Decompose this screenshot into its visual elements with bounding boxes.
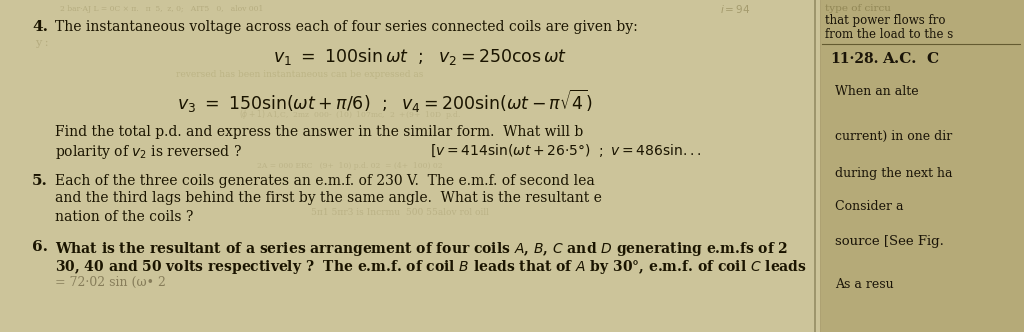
Text: Each of the three coils generates an e.m.f. of 230 V.  The e.m.f. of second lea: Each of the three coils generates an e.m… [55,174,595,188]
Text: $v_1\ =\ 100\sin\omega t\ \ ;\ \ v_2{=}250\cos\omega t$: $v_1\ =\ 100\sin\omega t\ \ ;\ \ v_2{=}2… [273,46,567,67]
Text: 2A = 000 ERC   (9+  10) p.d. 02  = (4+  100) 02: 2A = 000 ERC (9+ 10) p.d. 02 = (4+ 100) … [257,162,442,170]
Text: 30, 40 and 50 volts respectively ?  The e.m.f. of coil $B$ leads that of $A$ by : 30, 40 and 50 volts respectively ? The e… [55,258,807,276]
Text: $i = 94$: $i = 94$ [720,3,751,15]
Text: nation of the coils ?: nation of the coils ? [55,210,194,224]
Text: $v_3\ =\ 150\sin(\omega t+\pi/6)\ \ ;\ \ v_4{=}200\sin(\omega t-\pi\sqrt{4})$: $v_3\ =\ 150\sin(\omega t+\pi/6)\ \ ;\ \… [177,88,593,115]
Text: What is the resultant of a series arrangement of four coils $A$, $B$, $C$ and $D: What is the resultant of a series arrang… [55,240,788,258]
Text: polarity of $v_2$ is reversed ?: polarity of $v_2$ is reversed ? [55,143,242,161]
Text: 2 bar·AJ L = 0C × π.   π  5,  z, 0;   AIT5   0,   alov 001: 2 bar·AJ L = 0C × π. π 5, z, 0; AIT5 0, … [60,5,263,13]
Text: When an alte: When an alte [835,85,919,98]
Text: during the next ha: during the next ha [835,167,952,180]
Text: 5.: 5. [32,174,48,188]
Text: $(\phi+1)$ A1,C,  2mz  000-  (10)  107mc,  2  +(9+  10D  p.d.: $(\phi+1)$ A1,C, 2mz 000- (10) 107mc, 2 … [239,108,461,121]
Text: $[v = 414\sin(\omega t+26{\cdot}5°)$  $;\ v{=}486\sin...$: $[v = 414\sin(\omega t+26{\cdot}5°)$ $;\… [430,143,701,159]
Text: from the load to the s: from the load to the s [825,28,953,41]
Bar [820,0,1024,332]
Text: 11·28.: 11·28. [830,52,879,66]
Text: Consider a: Consider a [835,200,903,213]
Text: y :: y : [35,38,48,48]
Text: 5π1 5πr3 is Incrmu  500 55alov rol oill: 5π1 5πr3 is Incrmu 500 55alov rol oill [311,208,488,217]
Text: that power flows fro: that power flows fro [825,14,945,27]
Text: current) in one dir: current) in one dir [835,130,952,143]
Text: 4.: 4. [32,20,48,34]
Text: A.C.  C: A.C. C [882,52,939,66]
Text: type of circu: type of circu [825,4,891,13]
Text: As a resu: As a resu [835,278,894,291]
Text: = 72·02 sin (ω• 2: = 72·02 sin (ω• 2 [55,276,166,289]
Text: Find the total p.d. and express the answer in the similar form.  What will b: Find the total p.d. and express the answ… [55,125,584,139]
Text: 6.: 6. [32,240,48,254]
Text: source [See Fig.: source [See Fig. [835,235,944,248]
Text: reversed has been instantaneous can be expressed as: reversed has been instantaneous can be e… [176,70,424,79]
Text: The instantaneous voltage across each of four series connected coils are given b: The instantaneous voltage across each of… [55,20,638,34]
Text: and the third lags behind the first by the same angle.  What is the resultant e: and the third lags behind the first by t… [55,191,602,205]
